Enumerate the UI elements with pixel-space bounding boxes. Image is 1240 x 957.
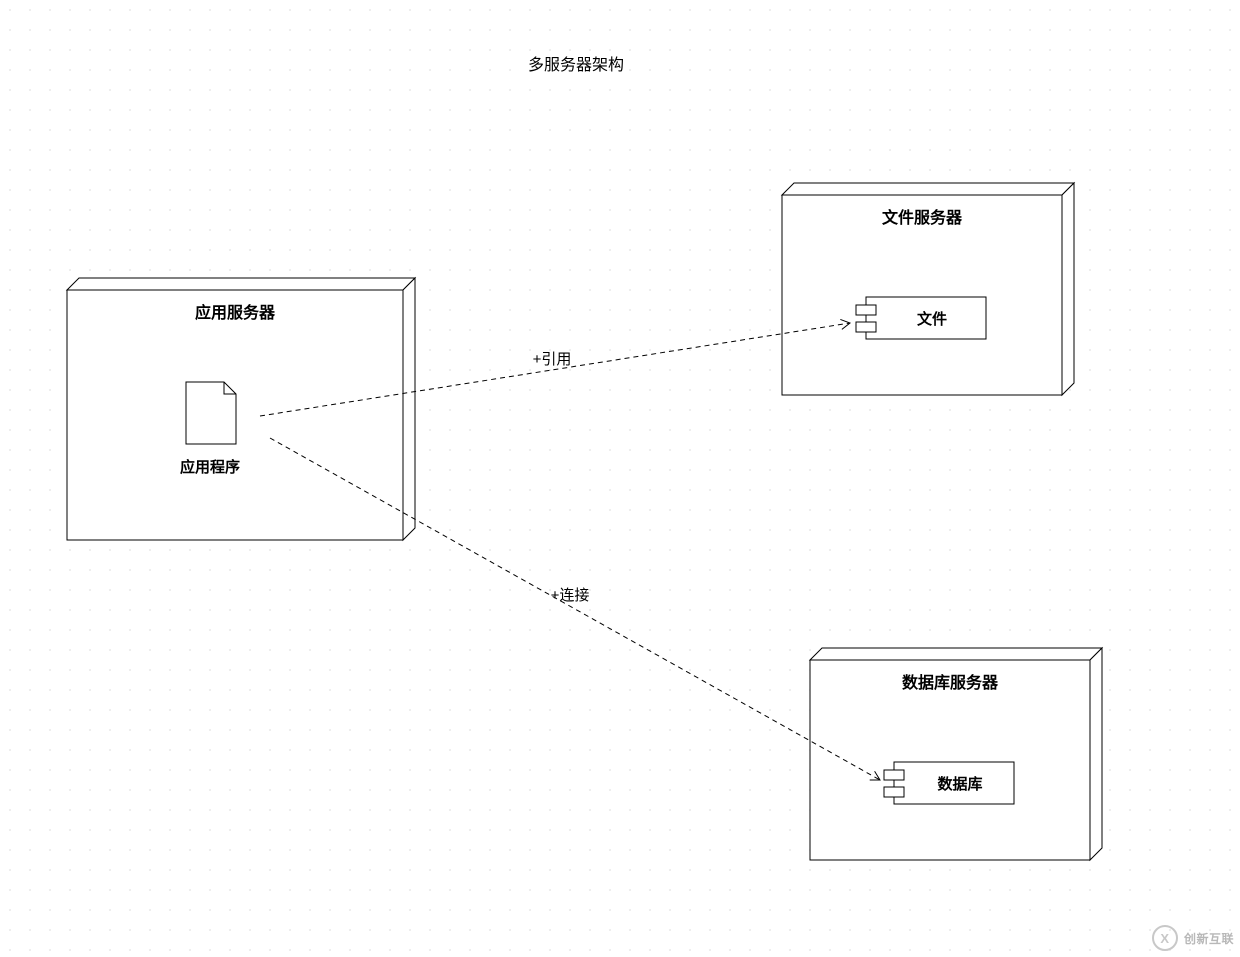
watermark-text: 创新互联 bbox=[1184, 930, 1234, 947]
component-file-lug2-icon bbox=[856, 322, 876, 332]
node-file-server-title: 文件服务器 bbox=[882, 208, 963, 227]
component-db-label: 数据库 bbox=[937, 775, 982, 793]
component-file-lug1-icon bbox=[856, 305, 876, 315]
node-db-server: 数据库服务器 数据库 bbox=[810, 648, 1102, 860]
node-app-server-title: 应用服务器 bbox=[195, 303, 276, 322]
watermark-icon: X bbox=[1152, 925, 1178, 951]
edge-connect bbox=[270, 438, 880, 780]
component-db-lug2-icon bbox=[884, 787, 904, 797]
diagram-title: 多服务器架构 bbox=[528, 56, 624, 74]
node-db-server-title: 数据库服务器 bbox=[902, 673, 999, 692]
watermark: X 创新互联 bbox=[1152, 925, 1234, 951]
component-file-label: 文件 bbox=[917, 310, 947, 328]
node-file-server: 文件服务器 文件 bbox=[782, 183, 1074, 395]
edge-reference-label: +引用 bbox=[533, 351, 572, 368]
artifact-app-program-icon bbox=[186, 382, 236, 444]
component-db-lug1-icon bbox=[884, 770, 904, 780]
node-app-server: 应用服务器 应用程序 bbox=[67, 278, 415, 540]
architecture-diagram: 多服务器架构 应用服务器 应用程序 文件服务器 文件 数据库服务器 bbox=[0, 0, 1240, 957]
artifact-app-program-label: 应用程序 bbox=[180, 458, 240, 476]
edge-connect-label: +连接 bbox=[551, 587, 590, 604]
